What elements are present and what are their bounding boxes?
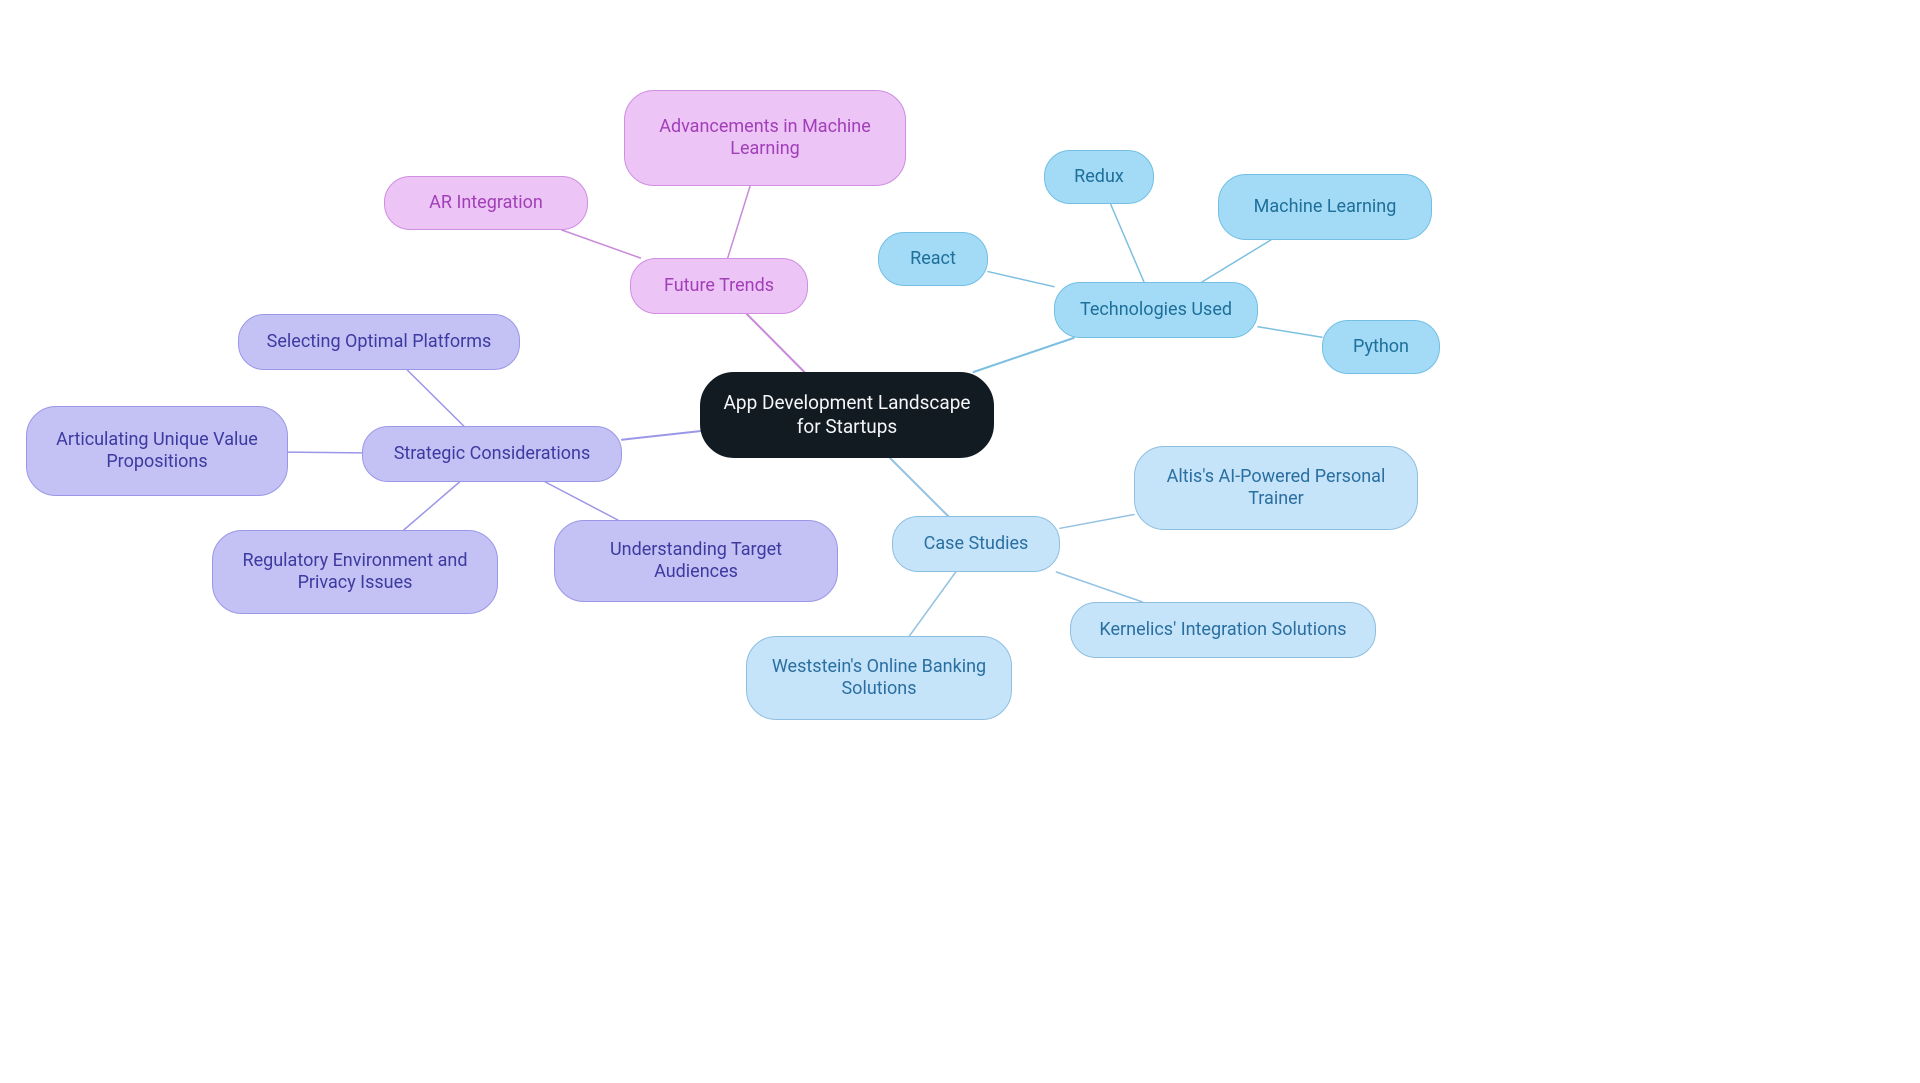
- node-label: Selecting Optimal Platforms: [267, 331, 492, 354]
- node-label: Technologies Used: [1080, 299, 1232, 322]
- edge: [404, 482, 460, 530]
- node-label: Machine Learning: [1254, 196, 1397, 219]
- node-label: React: [910, 248, 956, 271]
- node-tech_ml: Machine Learning: [1218, 174, 1432, 240]
- node-label: App Development Landscape for Startups: [723, 391, 971, 439]
- mindmap-canvas: App Development Landscape for Startups Fu…: [0, 0, 1920, 1083]
- node-case_altis: Altis's AI-Powered Personal Trainer: [1134, 446, 1418, 530]
- edge: [545, 482, 617, 520]
- edge: [1202, 240, 1271, 282]
- node-future_ar: AR Integration: [384, 176, 588, 230]
- node-case_kern: Kernelics' Integration Solutions: [1070, 602, 1376, 658]
- edge: [728, 186, 750, 258]
- node-label: AR Integration: [429, 192, 543, 215]
- node-label: Python: [1353, 336, 1409, 359]
- node-label: Understanding Target Audiences: [577, 539, 815, 584]
- edge: [890, 458, 948, 516]
- edge: [562, 230, 641, 258]
- node-label: Advancements in Machine Learning: [647, 116, 883, 161]
- node-strat_reg: Regulatory Environment and Privacy Issue…: [212, 530, 498, 614]
- node-future: Future Trends: [630, 258, 808, 314]
- edge: [1258, 327, 1322, 338]
- node-label: Altis's AI-Powered Personal Trainer: [1157, 466, 1395, 511]
- node-case_west: Weststein's Online Banking Solutions: [746, 636, 1012, 720]
- node-future_ml: Advancements in Machine Learning: [624, 90, 906, 186]
- node-strat: Strategic Considerations: [362, 426, 622, 482]
- node-label: Case Studies: [924, 533, 1029, 556]
- node-label: Regulatory Environment and Privacy Issue…: [235, 550, 475, 595]
- node-tech: Technologies Used: [1054, 282, 1258, 338]
- edge: [747, 314, 805, 372]
- edge: [1111, 204, 1144, 282]
- node-strat_uvp: Articulating Unique Value Propositions: [26, 406, 288, 496]
- edge: [622, 431, 700, 440]
- node-label: Articulating Unique Value Propositions: [49, 429, 265, 474]
- node-root: App Development Landscape for Startups: [700, 372, 994, 458]
- node-tech_redux: Redux: [1044, 150, 1154, 204]
- node-tech_react: React: [878, 232, 988, 286]
- edge: [974, 338, 1074, 372]
- edge: [1056, 572, 1142, 602]
- node-label: Kernelics' Integration Solutions: [1099, 619, 1346, 642]
- edge: [909, 572, 955, 636]
- node-strat_plat: Selecting Optimal Platforms: [238, 314, 520, 370]
- node-label: Redux: [1074, 166, 1124, 189]
- node-label: Weststein's Online Banking Solutions: [769, 656, 989, 701]
- edge: [1060, 515, 1134, 529]
- edge: [288, 452, 362, 453]
- node-cases: Case Studies: [892, 516, 1060, 572]
- edge: [988, 272, 1054, 287]
- node-tech_python: Python: [1322, 320, 1440, 374]
- edge: [407, 370, 464, 426]
- node-strat_aud: Understanding Target Audiences: [554, 520, 838, 602]
- node-label: Strategic Considerations: [394, 443, 591, 466]
- node-label: Future Trends: [664, 275, 774, 298]
